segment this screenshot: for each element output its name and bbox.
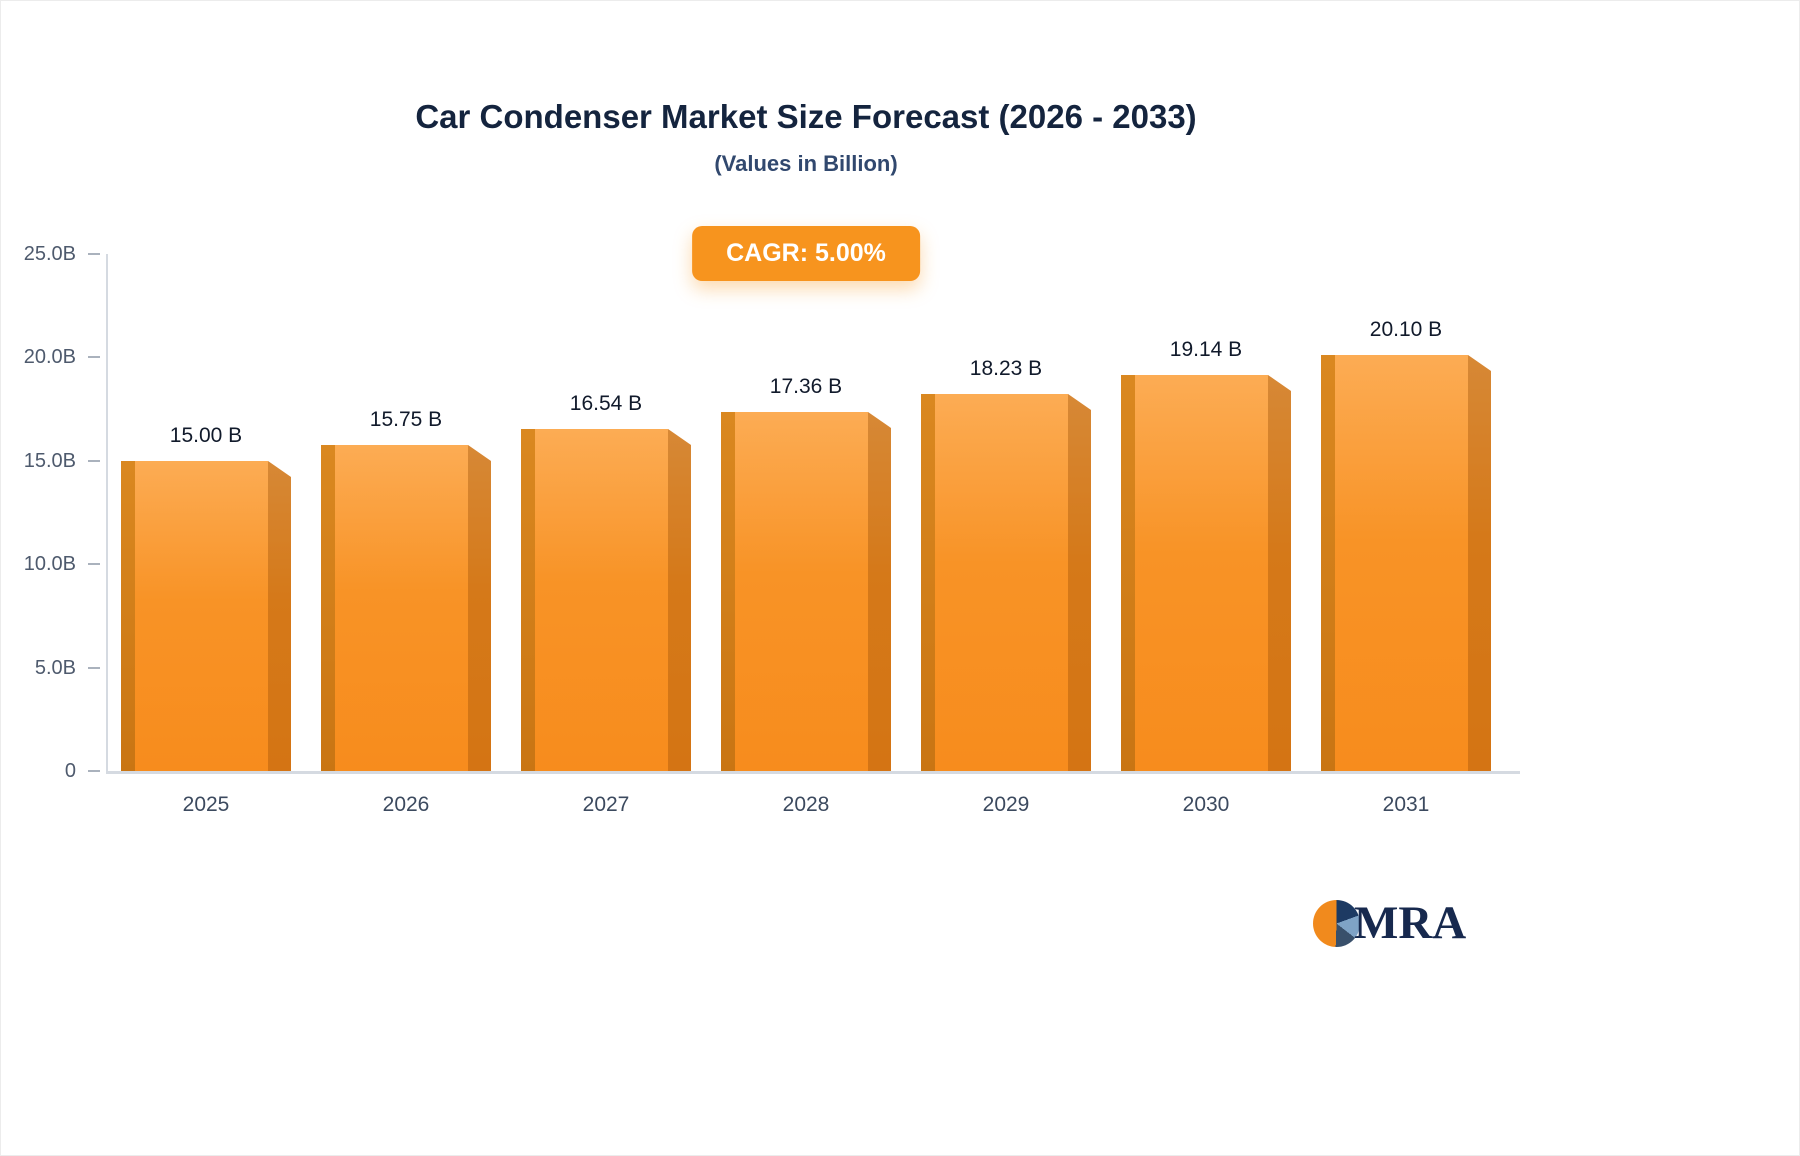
x-tick-label: 2027 — [582, 793, 630, 816]
bar-2025 — [121, 461, 291, 771]
y-tick-label: 5.0B — [34, 656, 76, 679]
y-tick-mark — [88, 459, 100, 462]
cagr-badge: CAGR: 5.00% — [692, 226, 920, 281]
y-tick-label: 0 — [64, 760, 76, 782]
y-tick-mark — [88, 770, 100, 772]
chart-subtitle: (Values in Billion) — [714, 151, 898, 176]
bar-value-label: 16.54 B — [569, 392, 643, 415]
bar-value-label: 19.14 B — [1169, 338, 1243, 361]
y-tick-mark — [88, 356, 100, 359]
x-tick-label: 2031 — [1382, 793, 1430, 816]
x-tick-label: 2026 — [382, 793, 430, 816]
bar-2028 — [721, 412, 891, 771]
y-tick-mark — [88, 253, 100, 255]
bar-2029 — [921, 394, 1091, 771]
x-tick-label: 2030 — [1182, 793, 1230, 816]
chart-title: Car Condenser Market Size Forecast (2026… — [415, 98, 1197, 135]
brand-logo-text: MRA — [1354, 897, 1467, 949]
bar-2026 — [321, 445, 491, 771]
x-tick-label: 2028 — [782, 793, 830, 816]
y-tick-label: 25.0B — [23, 243, 76, 265]
plot-area: 0 5.0B 10.0B 15.0B 20.0B 25.0B 15.00 B 2025 15.7… — [24, 243, 1520, 816]
y-tick-label: 15.0B — [23, 449, 76, 472]
pie-logo-icon — [1313, 900, 1360, 947]
bar-value-label: 20.10 B — [1369, 318, 1443, 341]
brand-logo: MRA — [1313, 900, 1466, 947]
bar-value-label: 15.75 B — [369, 408, 443, 431]
x-tick-label: 2025 — [182, 793, 230, 816]
x-tick-label: 2029 — [982, 793, 1030, 816]
x-axis-line — [106, 771, 1520, 774]
y-tick-label: 20.0B — [23, 346, 76, 369]
bar-value-label: 18.23 B — [969, 357, 1043, 380]
bar-2031 — [1321, 355, 1491, 771]
bar-2030 — [1121, 375, 1291, 771]
bar-value-label: 17.36 B — [769, 375, 843, 398]
y-axis-line — [106, 254, 108, 771]
bar-2027 — [521, 429, 691, 771]
y-tick-mark — [88, 563, 100, 566]
y-tick-label: 10.0B — [23, 553, 76, 576]
bar-value-label: 15.00 B — [169, 424, 243, 447]
y-tick-mark — [88, 666, 100, 669]
